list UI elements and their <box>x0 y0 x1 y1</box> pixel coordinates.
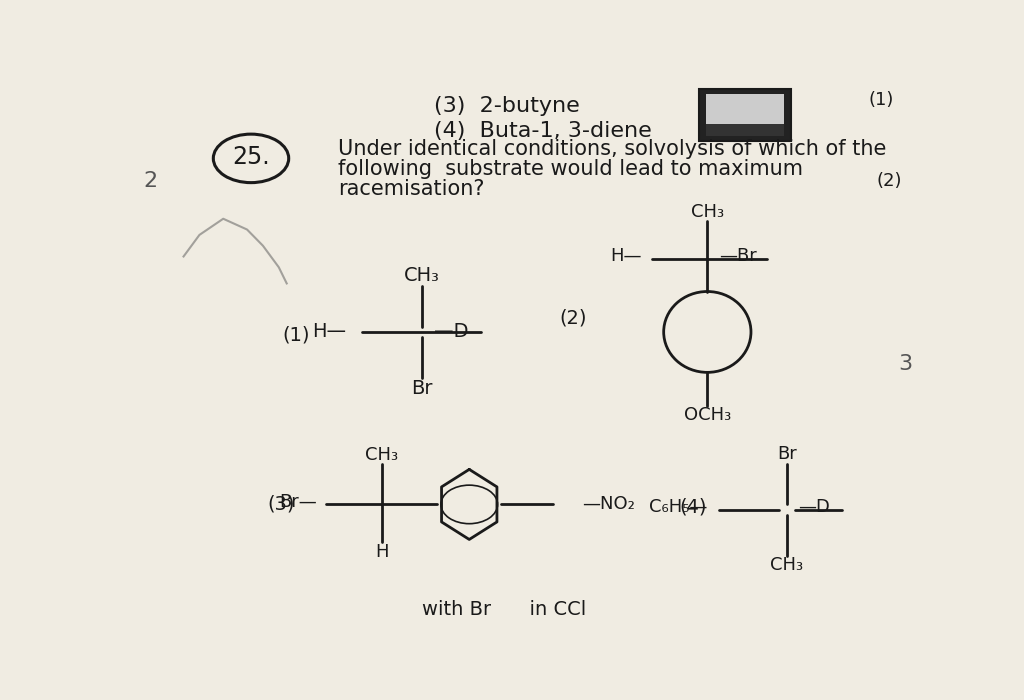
Text: Br: Br <box>777 445 797 463</box>
Text: Br—: Br— <box>279 493 316 511</box>
Text: CH₃: CH₃ <box>366 446 398 464</box>
Text: CH₃: CH₃ <box>403 266 439 285</box>
Text: with Br: with Br <box>422 600 490 619</box>
Text: following  substrate would lead to maximum: following substrate would lead to maximu… <box>338 159 803 178</box>
Text: (2): (2) <box>877 172 902 190</box>
Text: 2: 2 <box>143 171 158 191</box>
Text: (3): (3) <box>267 495 294 514</box>
Text: racemisation?: racemisation? <box>338 178 484 199</box>
Text: —D: —D <box>433 323 468 342</box>
Text: (4): (4) <box>680 498 707 517</box>
Text: 25.: 25. <box>232 145 269 169</box>
Text: H: H <box>375 543 388 561</box>
Text: —D: —D <box>799 498 830 516</box>
Bar <box>706 94 784 136</box>
Text: Br: Br <box>411 379 432 398</box>
Text: OCH₃: OCH₃ <box>684 407 731 424</box>
Text: Under identical conditions, solvolysis of which of the: Under identical conditions, solvolysis o… <box>338 139 887 159</box>
Text: CH₃: CH₃ <box>770 556 803 574</box>
Text: —Br: —Br <box>719 248 757 265</box>
Text: 3: 3 <box>899 354 912 374</box>
Text: (4)  Buta-1, 3-diene: (4) Buta-1, 3-diene <box>433 121 651 141</box>
Text: C₆H₅—: C₆H₅— <box>649 498 708 516</box>
Bar <box>706 125 784 136</box>
Bar <box>699 90 791 141</box>
Text: —NO₂: —NO₂ <box>583 496 635 513</box>
Text: (3)  2-butyne: (3) 2-butyne <box>433 96 580 116</box>
Text: (1): (1) <box>283 325 310 344</box>
Text: H—: H— <box>610 248 641 265</box>
Text: CH₃: CH₃ <box>691 203 724 220</box>
Text: (2): (2) <box>559 309 587 328</box>
Text: H—: H— <box>312 323 346 342</box>
Text: in CCl: in CCl <box>517 600 586 619</box>
Text: (1): (1) <box>868 91 894 109</box>
